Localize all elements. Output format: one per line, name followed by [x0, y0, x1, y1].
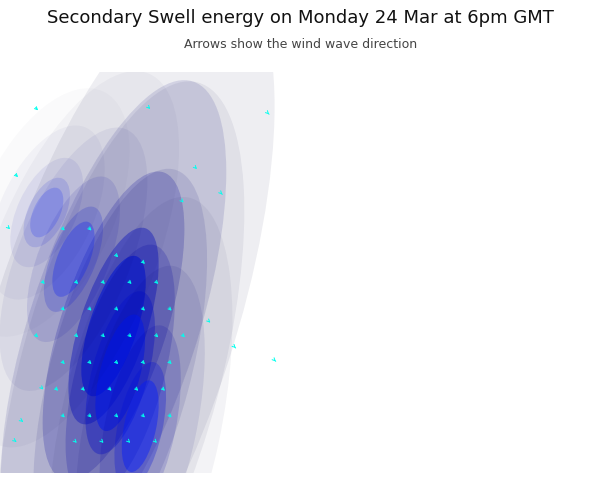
Ellipse shape	[114, 362, 166, 487]
Ellipse shape	[0, 128, 147, 391]
Ellipse shape	[81, 256, 145, 396]
Ellipse shape	[66, 244, 175, 487]
Ellipse shape	[43, 171, 185, 481]
Ellipse shape	[23, 178, 70, 247]
Ellipse shape	[122, 380, 159, 472]
Ellipse shape	[52, 222, 94, 297]
Ellipse shape	[0, 0, 275, 487]
Ellipse shape	[69, 227, 159, 424]
Text: Arrows show the wind wave direction: Arrows show the wind wave direction	[184, 38, 417, 51]
Ellipse shape	[96, 315, 145, 431]
Ellipse shape	[85, 291, 155, 454]
Ellipse shape	[100, 325, 181, 487]
Ellipse shape	[0, 81, 245, 487]
Ellipse shape	[30, 187, 63, 237]
Ellipse shape	[76, 266, 205, 487]
Ellipse shape	[1, 80, 227, 487]
Ellipse shape	[27, 176, 120, 342]
Ellipse shape	[33, 169, 207, 487]
Text: Secondary Swell energy on Monday 24 Mar at 6pm GMT: Secondary Swell energy on Monday 24 Mar …	[47, 9, 554, 27]
Ellipse shape	[44, 206, 103, 312]
Ellipse shape	[10, 158, 83, 267]
